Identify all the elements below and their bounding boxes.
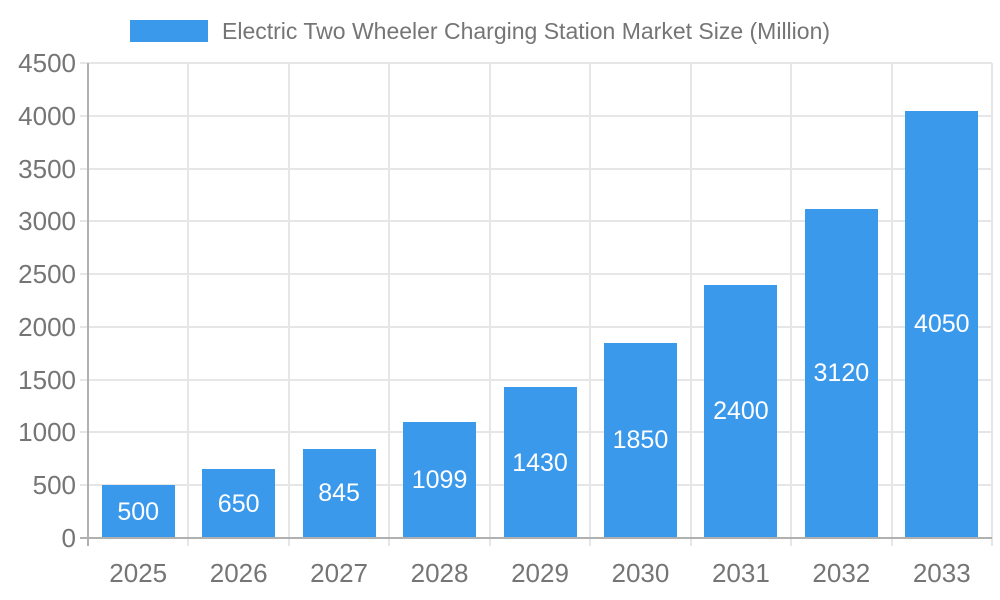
v-gridline — [991, 63, 993, 546]
bar — [804, 208, 878, 538]
x-axis-label: 2027 — [310, 558, 369, 588]
x-axis-label: 2031 — [711, 558, 770, 588]
x-axis-label: 2028 — [410, 558, 469, 588]
h-gridline — [80, 167, 992, 170]
y-axis-label: 1500 — [18, 364, 76, 395]
bar-value-label: 500 — [117, 497, 160, 526]
bar — [101, 485, 175, 538]
y-axis-label: 0 — [61, 523, 76, 553]
v-gridline — [890, 63, 893, 546]
bar-value-label: 845 — [318, 479, 360, 508]
v-gridline — [589, 63, 592, 546]
x-axis-label: 2025 — [109, 558, 168, 588]
bar — [503, 387, 577, 538]
x-axis-label: 2030 — [611, 558, 670, 588]
h-gridline — [80, 273, 992, 276]
bar-value-label: 3120 — [813, 359, 870, 388]
v-gridline — [488, 63, 491, 546]
bar-value-label: 650 — [217, 489, 260, 518]
bar — [603, 342, 677, 538]
y-axis-label: 4500 — [18, 48, 76, 78]
y-axis-label: 4000 — [18, 100, 76, 131]
h-gridline — [80, 325, 992, 328]
x-axis-label: 2033 — [912, 558, 971, 588]
h-gridline — [80, 62, 992, 64]
h-gridline — [80, 378, 992, 381]
h-gridline — [80, 114, 992, 117]
legend-swatch — [130, 20, 208, 42]
x-axis-label: 2032 — [812, 558, 871, 588]
v-gridline — [187, 63, 190, 546]
bar — [704, 284, 778, 538]
legend: Electric Two Wheeler Charging Station Ma… — [0, 0, 1000, 52]
h-gridline — [80, 220, 992, 223]
bar-value-label: 1430 — [512, 448, 568, 477]
bar — [202, 469, 276, 538]
y-axis-label: 1000 — [18, 417, 76, 448]
bar-value-label: 4050 — [913, 310, 970, 339]
v-gridline — [388, 63, 391, 546]
bar — [403, 421, 477, 538]
v-gridline — [790, 63, 793, 546]
bar — [905, 110, 979, 538]
y-axis-label: 2500 — [18, 259, 76, 290]
y-axis-label: 500 — [32, 470, 76, 501]
x-axis-label: 2029 — [511, 558, 569, 588]
v-gridline — [287, 63, 290, 546]
legend-label: Electric Two Wheeler Charging Station Ma… — [222, 18, 831, 44]
y-axis-label: 3500 — [18, 153, 76, 184]
x-axis-line — [80, 537, 992, 539]
y-axis-label: 3000 — [18, 206, 76, 237]
y-axis-label: 2000 — [18, 311, 76, 342]
bar — [302, 448, 376, 538]
bar-value-label: 1099 — [411, 465, 468, 494]
bar-value-label: 1850 — [612, 426, 669, 455]
bar-value-label: 2400 — [713, 397, 769, 426]
v-gridline — [689, 63, 692, 546]
y-axis-line — [87, 63, 89, 546]
x-axis-label: 2026 — [209, 558, 268, 588]
